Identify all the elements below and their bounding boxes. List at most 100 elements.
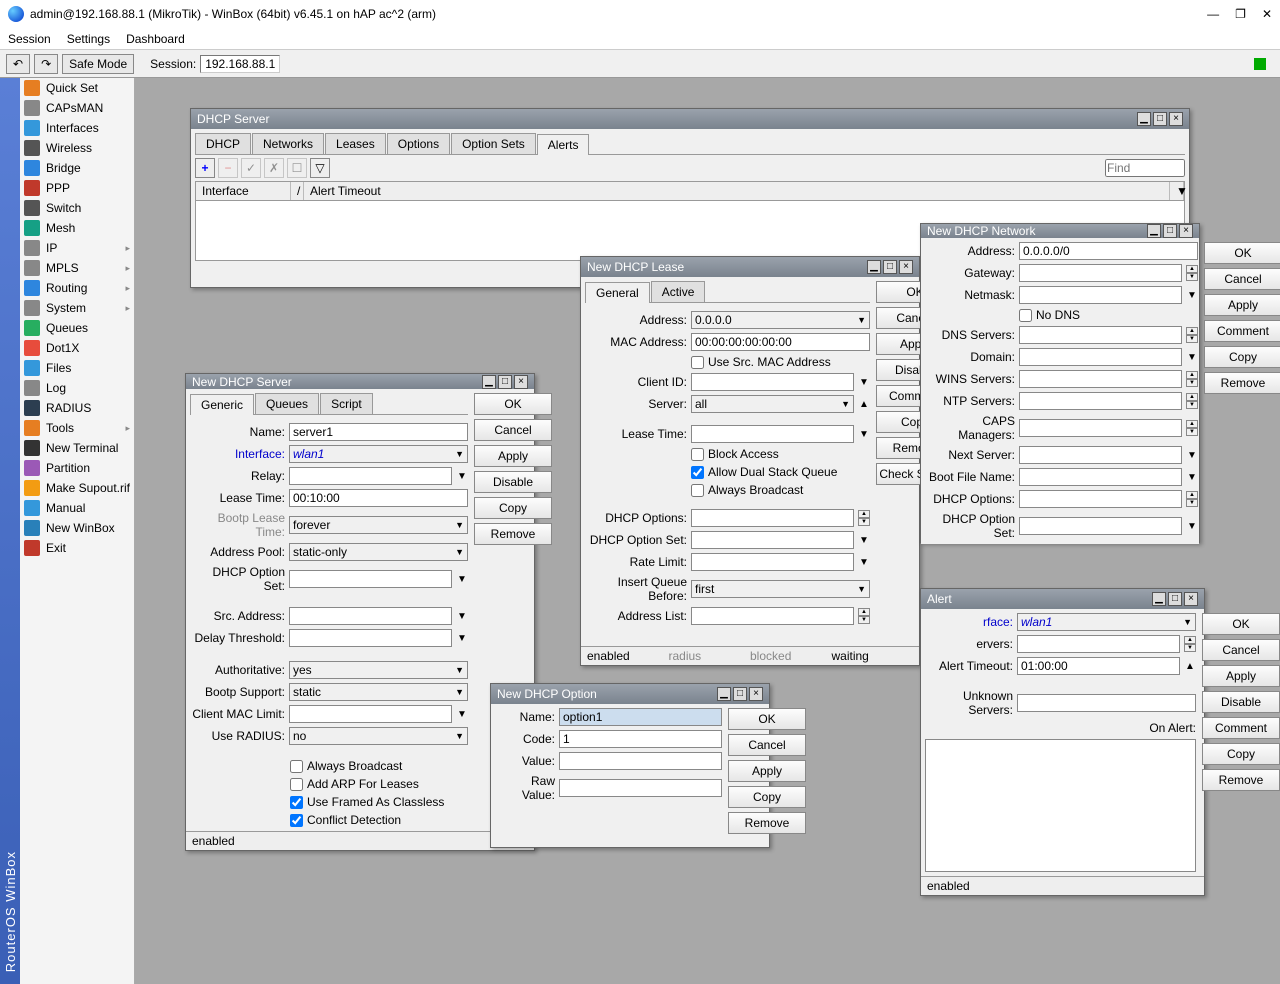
relay-input[interactable]	[289, 467, 452, 485]
option-name-input[interactable]	[559, 708, 722, 726]
sidebar-item-quick-set[interactable]: Quick Set	[20, 78, 134, 98]
dhcp-options-input[interactable]	[691, 509, 854, 527]
maximize-icon[interactable]: □	[498, 375, 512, 389]
minimize-icon[interactable]: ▁	[1152, 592, 1166, 606]
option-set-input[interactable]	[289, 570, 452, 588]
copy-button[interactable]: Copy	[1202, 743, 1280, 765]
sidebar-item-capsman[interactable]: CAPsMAN	[20, 98, 134, 118]
option-value-input[interactable]	[559, 752, 722, 770]
maximize-icon[interactable]: □	[883, 260, 897, 274]
minimize-icon[interactable]: —	[1207, 7, 1219, 21]
menu-settings[interactable]: Settings	[67, 32, 110, 46]
always-broadcast-check[interactable]	[691, 484, 704, 497]
interface-select[interactable]: wlan1▼	[289, 445, 468, 463]
sidebar-item-tools[interactable]: Tools▸	[20, 418, 134, 438]
menu-dashboard[interactable]: Dashboard	[126, 32, 185, 46]
netmask-input[interactable]	[1019, 286, 1182, 304]
enable-button[interactable]: ✓	[241, 158, 261, 178]
name-input[interactable]	[289, 423, 468, 441]
cancel-button[interactable]: Cancel	[474, 419, 552, 441]
sidebar-item-new-winbox[interactable]: New WinBox	[20, 518, 134, 538]
apply-button[interactable]: Apply	[474, 445, 552, 467]
ok-button[interactable]: OK	[1204, 242, 1280, 264]
gateway-input[interactable]	[1019, 264, 1182, 282]
mac-input[interactable]	[691, 333, 870, 351]
tab-alerts[interactable]: Alerts	[537, 134, 590, 155]
close-icon[interactable]: ×	[1179, 224, 1193, 238]
lease-time-input[interactable]	[289, 489, 468, 507]
cancel-button[interactable]: Cancel	[1204, 268, 1280, 290]
sidebar-item-bridge[interactable]: Bridge	[20, 158, 134, 178]
tab-networks[interactable]: Networks	[252, 133, 324, 154]
conflict-detection-check[interactable]	[290, 814, 303, 827]
close-icon[interactable]: ×	[749, 687, 763, 701]
minimize-icon[interactable]: ▁	[867, 260, 881, 274]
authoritative-select[interactable]: yes▼	[289, 661, 468, 679]
bootp-support-select[interactable]: static▼	[289, 683, 468, 701]
apply-button[interactable]: Apply	[1202, 665, 1280, 687]
menu-session[interactable]: Session	[8, 32, 51, 46]
ok-button[interactable]: OK	[728, 708, 806, 730]
remove-button[interactable]: Remove	[728, 812, 806, 834]
boot-file-input[interactable]	[1019, 468, 1182, 486]
comment-button[interactable]: Comment	[1204, 320, 1280, 342]
tab-options[interactable]: Options	[387, 133, 450, 154]
sidebar-item-switch[interactable]: Switch	[20, 198, 134, 218]
cancel-button[interactable]: Cancel	[1202, 639, 1280, 661]
tab-dhcp[interactable]: DHCP	[195, 133, 251, 154]
bootp-lease-select[interactable]: forever▼	[289, 516, 468, 534]
unknown-servers-input[interactable]	[1017, 694, 1196, 712]
server-select[interactable]: all▼	[691, 395, 854, 413]
minimize-icon[interactable]: ▁	[482, 375, 496, 389]
apply-button[interactable]: Apply	[728, 760, 806, 782]
address-select[interactable]: 0.0.0.0▼	[691, 311, 870, 329]
close-icon[interactable]: ×	[899, 260, 913, 274]
sidebar-item-partition[interactable]: Partition	[20, 458, 134, 478]
sidebar-item-routing[interactable]: Routing▸	[20, 278, 134, 298]
disable-button[interactable]: ✗	[264, 158, 284, 178]
remove-button[interactable]: Remove	[1204, 372, 1280, 394]
copy-button[interactable]: Copy	[1204, 346, 1280, 368]
ok-button[interactable]: OK	[1202, 613, 1280, 635]
remove-button[interactable]: Remove	[1202, 769, 1280, 791]
sidebar-item-log[interactable]: Log	[20, 378, 134, 398]
tab-leases[interactable]: Leases	[325, 133, 386, 154]
dual-stack-check[interactable]	[691, 466, 704, 479]
tab-active[interactable]: Active	[651, 281, 706, 302]
next-server-input[interactable]	[1019, 446, 1182, 464]
copy-button[interactable]: Copy	[474, 497, 552, 519]
delay-threshold-input[interactable]	[289, 629, 452, 647]
find-input[interactable]	[1105, 159, 1185, 177]
tab-option-sets[interactable]: Option Sets	[451, 133, 536, 154]
remove-button[interactable]: −	[218, 158, 238, 178]
add-button[interactable]: +	[195, 158, 215, 178]
wins-servers-input[interactable]	[1019, 370, 1182, 388]
ntp-servers-input[interactable]	[1019, 392, 1182, 410]
dhcp-options-input[interactable]	[1019, 490, 1182, 508]
undo-button[interactable]: ↶	[6, 54, 30, 74]
sidebar-item-queues[interactable]: Queues	[20, 318, 134, 338]
sidebar-item-ppp[interactable]: PPP	[20, 178, 134, 198]
tab-generic[interactable]: Generic	[190, 394, 254, 415]
use-radius-select[interactable]: no▼	[289, 727, 468, 745]
address-input[interactable]	[1019, 242, 1198, 260]
maximize-icon[interactable]: □	[733, 687, 747, 701]
maximize-icon[interactable]: ❐	[1235, 7, 1246, 21]
ok-button[interactable]: OK	[474, 393, 552, 415]
mac-limit-input[interactable]	[289, 705, 452, 723]
dhcp-server-titlebar[interactable]: DHCP Server ▁□×	[191, 109, 1189, 129]
no-dns-check[interactable]	[1019, 309, 1032, 322]
caps-managers-input[interactable]	[1019, 419, 1182, 437]
domain-input[interactable]	[1019, 348, 1182, 366]
sidebar-item-make-supout-rif[interactable]: Make Supout.rif	[20, 478, 134, 498]
minimize-icon[interactable]: ▁	[1147, 224, 1161, 238]
close-icon[interactable]: ×	[514, 375, 528, 389]
sidebar-item-new-terminal[interactable]: New Terminal	[20, 438, 134, 458]
sidebar-item-exit[interactable]: Exit	[20, 538, 134, 558]
dhcp-option-set-input[interactable]	[1019, 517, 1182, 535]
comment-button[interactable]: ☐	[287, 158, 307, 178]
use-src-mac-check[interactable]	[691, 356, 704, 369]
cancel-button[interactable]: Cancel	[728, 734, 806, 756]
sidebar-item-radius[interactable]: RADIUS	[20, 398, 134, 418]
sidebar-item-mpls[interactable]: MPLS▸	[20, 258, 134, 278]
